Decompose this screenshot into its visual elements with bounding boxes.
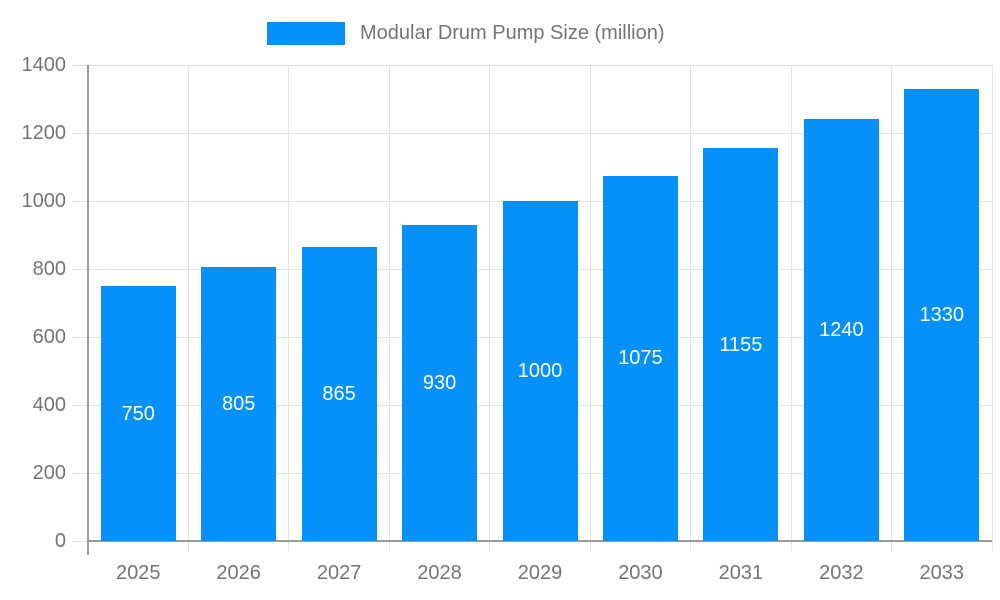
y-axis-tick-label: 600: [32, 326, 66, 348]
x-gridline: [187, 65, 189, 551]
x-gridline: [891, 65, 893, 551]
bar-2033[interactable]: 1330: [904, 88, 980, 541]
x-axis-tick-label: 2026: [216, 562, 261, 584]
legend-swatch: [267, 22, 345, 45]
y-axis-tick-label: 1200: [21, 122, 67, 144]
bar-value-label: 930: [422, 371, 457, 394]
y-gridline: [72, 132, 992, 134]
x-gridline: [288, 65, 290, 551]
bar-2032[interactable]: 1240: [803, 119, 879, 541]
bar-value-label: 1075: [618, 347, 663, 370]
bar-value-label: 1330: [919, 303, 965, 326]
bar-2026[interactable]: 805: [201, 267, 277, 541]
bar-2027[interactable]: 865: [301, 246, 377, 541]
legend[interactable]: Modular Drum Pump Size (million): [267, 20, 665, 47]
bar-2029[interactable]: 1000: [502, 201, 578, 541]
x-axis-tick-label: 2028: [417, 562, 462, 584]
y-axis-line: [87, 65, 89, 555]
bar-value-label: 1155: [719, 333, 763, 356]
legend-label: Modular Drum Pump Size (million): [360, 22, 665, 44]
x-axis-tick-label: 2027: [316, 562, 362, 584]
x-axis-tick-label: 2029: [517, 562, 563, 584]
y-axis-tick-label: 0: [54, 530, 66, 552]
x-axis-line: [88, 540, 992, 542]
x-axis-tick-label: 2031: [718, 562, 764, 584]
x-axis-tick-label: 2030: [618, 562, 663, 584]
y-axis-tick-label: 1000: [21, 190, 67, 212]
x-axis-tick-label: 2025: [115, 562, 161, 584]
y-axis-tick-label: 400: [32, 394, 66, 416]
bar-2025[interactable]: 750: [100, 286, 176, 541]
y-axis-tick-label: 1400: [21, 54, 67, 76]
bar-value-label: 750: [121, 402, 155, 425]
y-axis-tick-label: 200: [32, 462, 66, 484]
x-gridline: [690, 65, 692, 551]
x-gridline: [589, 65, 591, 551]
bar-value-label: 805: [221, 393, 256, 416]
x-axis-tick-label: 2032: [819, 562, 864, 584]
bar-value-label: 1000: [517, 360, 563, 382]
x-gridline: [489, 65, 491, 551]
y-gridline: [72, 64, 992, 66]
x-gridline: [991, 65, 993, 551]
bar-2031[interactable]: 1155: [703, 148, 779, 541]
bar-2028[interactable]: 930: [402, 224, 478, 541]
bar-value-label: 1240: [819, 319, 864, 342]
y-axis-tick-label: 800: [32, 258, 66, 280]
x-gridline: [388, 65, 390, 551]
bar-2030[interactable]: 1075: [602, 175, 678, 541]
x-axis-tick-label: 2033: [919, 562, 965, 584]
bar-value-label: 865: [322, 382, 356, 405]
x-gridline: [790, 65, 792, 551]
